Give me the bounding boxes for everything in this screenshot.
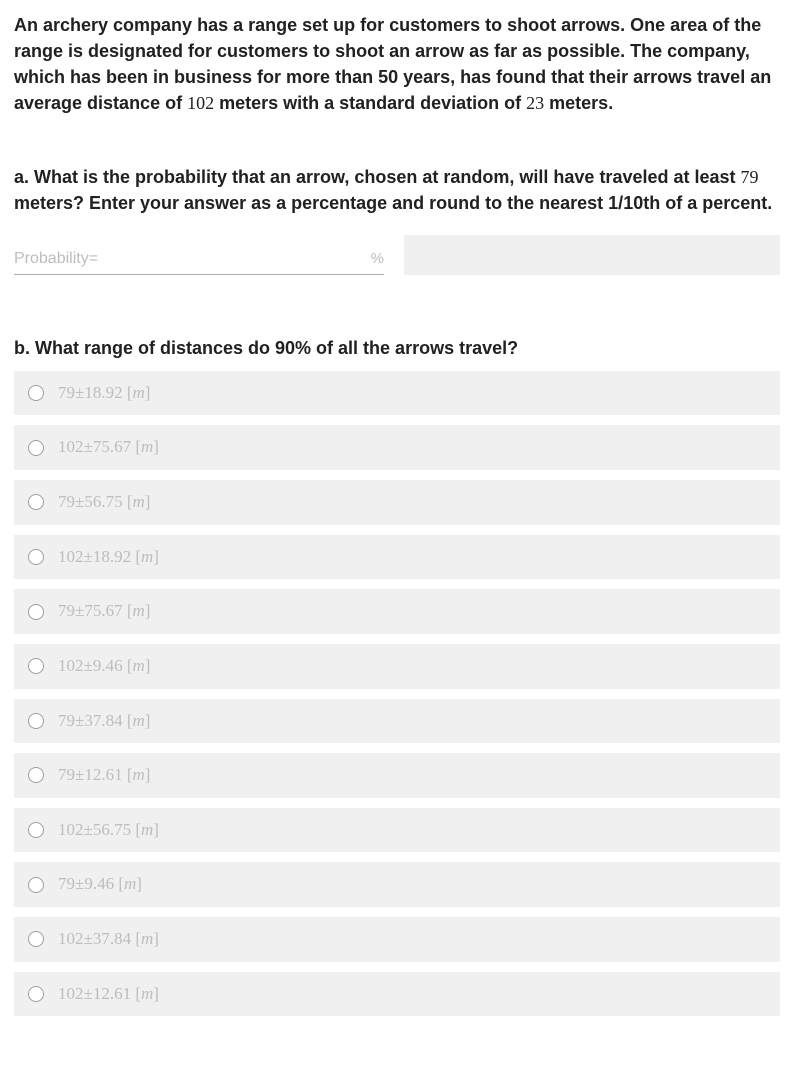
intro-sd: 23 (526, 93, 544, 113)
option-label: 79±18.92 [m] (58, 381, 150, 406)
options-list: 79±18.92 [m] 102±75.67 [m] 79±56.75 [m] 102… (14, 371, 780, 1017)
radio-icon (28, 385, 44, 401)
option-1[interactable]: 102±75.67 [m] (14, 425, 780, 470)
question-b: b. What range of distances do 90% of all… (14, 335, 780, 361)
intro-text: An archery company has a range set up fo… (14, 12, 780, 116)
radio-icon (28, 986, 44, 1002)
option-label: 79±9.46 [m] (58, 872, 142, 897)
intro-part2: meters with a standard deviation of (214, 93, 526, 113)
option-label: 79±12.61 [m] (58, 763, 150, 788)
option-label: 102±18.92 [m] (58, 545, 159, 570)
radio-icon (28, 713, 44, 729)
probability-input[interactable] (14, 250, 363, 268)
qa-part2: meters? Enter your answer as a percentag… (14, 193, 772, 213)
option-label: 79±56.75 [m] (58, 490, 150, 515)
option-label: 102±56.75 [m] (58, 818, 159, 843)
percent-unit: % (363, 248, 384, 270)
option-3[interactable]: 102±18.92 [m] (14, 535, 780, 580)
radio-icon (28, 767, 44, 783)
option-7[interactable]: 79±12.61 [m] (14, 753, 780, 798)
option-0[interactable]: 79±18.92 [m] (14, 371, 780, 416)
radio-icon (28, 440, 44, 456)
radio-icon (28, 931, 44, 947)
radio-icon (28, 494, 44, 510)
option-4[interactable]: 79±75.67 [m] (14, 589, 780, 634)
radio-icon (28, 658, 44, 674)
option-label: 102±12.61 [m] (58, 982, 159, 1007)
radio-icon (28, 604, 44, 620)
grey-placeholder (404, 235, 780, 275)
qa-value: 79 (741, 167, 759, 187)
option-label: 102±37.84 [m] (58, 927, 159, 952)
radio-icon (28, 877, 44, 893)
option-label: 79±75.67 [m] (58, 599, 150, 624)
intro-mean: 102 (187, 93, 214, 113)
option-6[interactable]: 79±37.84 [m] (14, 699, 780, 744)
option-label: 79±37.84 [m] (58, 709, 150, 734)
option-11[interactable]: 102±12.61 [m] (14, 972, 780, 1017)
option-8[interactable]: 102±56.75 [m] (14, 808, 780, 853)
radio-icon (28, 822, 44, 838)
probability-input-wrap: % (14, 242, 384, 275)
question-a: a. What is the probability that an arrow… (14, 164, 780, 216)
answer-row: % (14, 235, 780, 275)
qa-part1: a. What is the probability that an arrow… (14, 167, 741, 187)
option-10[interactable]: 102±37.84 [m] (14, 917, 780, 962)
option-5[interactable]: 102±9.46 [m] (14, 644, 780, 689)
intro-part3: meters. (544, 93, 613, 113)
option-label: 102±9.46 [m] (58, 654, 150, 679)
option-9[interactable]: 79±9.46 [m] (14, 862, 780, 907)
option-label: 102±75.67 [m] (58, 435, 159, 460)
radio-icon (28, 549, 44, 565)
option-2[interactable]: 79±56.75 [m] (14, 480, 780, 525)
